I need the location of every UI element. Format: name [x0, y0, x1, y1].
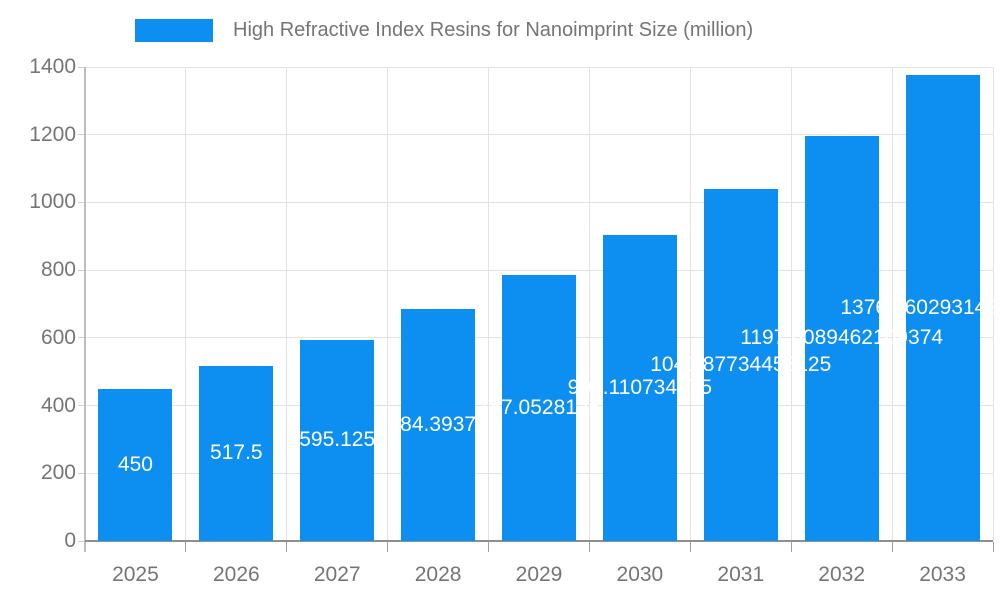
legend-item[interactable]: High Refractive Index Resins for Nanoimp…	[135, 19, 753, 42]
y-axis-line	[84, 67, 86, 552]
x-axis-tick-label: 2031	[717, 563, 765, 586]
x-axis-tick-label: 2027	[313, 563, 361, 586]
gridline-vertical	[992, 67, 994, 541]
y-axis-tick-label: 600	[40, 325, 76, 349]
gridline-vertical	[588, 67, 590, 541]
x-axis-tick-label: 2026	[212, 563, 260, 586]
x-axis-tick	[488, 542, 490, 552]
y-axis-tick	[78, 405, 85, 407]
bar-2027[interactable]	[300, 339, 375, 541]
y-axis-tick-label: 800	[40, 258, 76, 282]
x-axis-tick-label: 2033	[919, 563, 966, 586]
x-axis-tick-label: 2030	[616, 563, 664, 586]
bar-2028[interactable]	[401, 309, 476, 541]
legend-label: High Refractive Index Resins for Nanoimp…	[233, 19, 754, 41]
y-axis-tick	[78, 540, 85, 542]
bar-2030[interactable]	[602, 234, 677, 541]
y-axis-tick	[78, 337, 85, 339]
x-axis-line	[85, 540, 993, 542]
bar-2033[interactable]	[905, 74, 980, 541]
x-axis-tick	[891, 542, 893, 552]
x-axis-tick	[790, 542, 792, 552]
bar-2031[interactable]	[703, 188, 778, 541]
y-axis-tick	[78, 134, 85, 136]
y-axis-tick-label: 1000	[29, 190, 76, 214]
bar-2029[interactable]	[502, 274, 576, 541]
y-axis-tick	[78, 201, 85, 203]
gridline-vertical	[286, 67, 288, 541]
y-axis-tick	[78, 66, 85, 68]
bar-2032[interactable]	[804, 135, 879, 541]
y-axis-tick-label: 1200	[29, 122, 76, 146]
x-axis-tick	[689, 542, 691, 552]
x-axis-tick	[387, 542, 389, 552]
x-axis-tick	[185, 542, 187, 552]
gridline-vertical	[488, 67, 490, 541]
y-axis-tick	[78, 269, 85, 271]
x-axis-tick	[992, 542, 994, 552]
x-axis-tick-label: 2028	[414, 563, 462, 586]
gridline-vertical	[185, 67, 187, 541]
gridline-horizontal	[85, 201, 993, 203]
x-axis-tick	[588, 542, 590, 552]
y-axis-tick-label: 400	[40, 393, 76, 417]
y-axis-tick-label: 200	[40, 461, 76, 485]
legend-color-swatch	[135, 19, 213, 42]
x-axis-tick-label: 2032	[818, 563, 866, 586]
y-axis-tick-label: 0	[64, 529, 76, 552]
x-axis-tick	[286, 542, 288, 552]
bar-2025[interactable]	[98, 388, 173, 541]
gridline-vertical	[891, 67, 893, 541]
gridline-vertical	[689, 67, 691, 541]
gridline-vertical	[790, 67, 792, 541]
gridline-vertical	[387, 67, 389, 541]
y-axis-tick-label: 1400	[29, 55, 76, 78]
bar-2026[interactable]	[199, 365, 274, 541]
gridline-horizontal	[85, 134, 993, 136]
gridline-horizontal	[85, 269, 993, 271]
x-axis-tick-label: 2025	[112, 563, 159, 586]
x-axis-tick-label: 2029	[515, 563, 563, 586]
y-axis-tick	[78, 472, 85, 474]
gridline-horizontal	[85, 66, 993, 68]
